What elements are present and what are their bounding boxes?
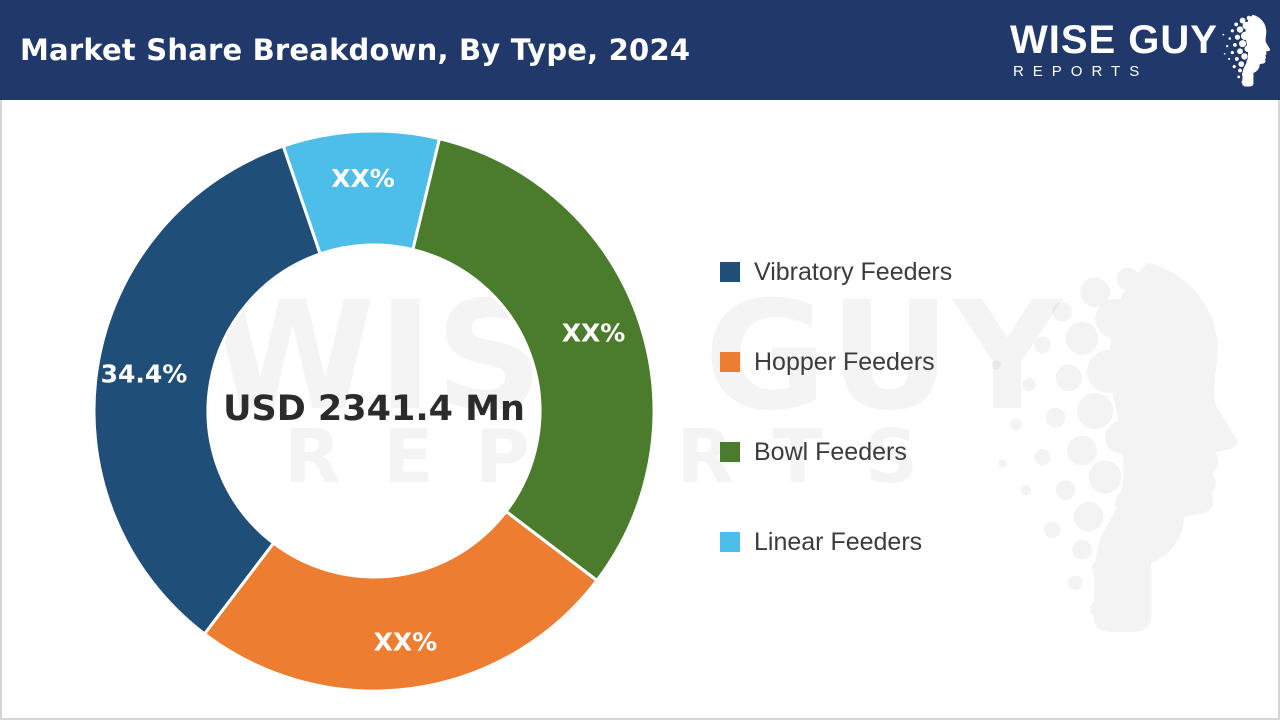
donut-chart: XX% XX% 34.4% XX% [92, 129, 656, 693]
logo-face-icon [1222, 14, 1271, 87]
logo-wordmark: WISE GUY [1009, 18, 1218, 62]
page-title: Market Share Breakdown, By Type, 2024 [20, 33, 691, 67]
legend-label: Bowl Feeders [754, 437, 907, 466]
legend-swatch [720, 352, 740, 372]
legend-label: Linear Feeders [754, 527, 923, 556]
donut-slice-bowl-feeders [411, 137, 656, 582]
donut-slice-linear-feeders [281, 129, 441, 256]
legend-item-bowl-feeders: Bowl Feeders [720, 438, 952, 466]
legend-label: Vibratory Feeders [754, 257, 953, 286]
logo-subtitle: REPORTS [1012, 63, 1149, 80]
legend: Vibratory Feeders Hopper Feeders Bowl Feed… [720, 258, 952, 618]
slice-label-vibratory-feeders: 34.4% [101, 360, 188, 389]
legend-item-hopper-feeders: Hopper Feeders [720, 348, 952, 376]
legend-item-linear-feeders: Linear Feeders [720, 528, 952, 556]
donut-slice-vibratory-feeders [92, 144, 322, 636]
legend-swatch [720, 262, 740, 282]
slice-label-linear-feeders: XX% [331, 164, 395, 193]
slice-label-hopper-feeders: XX% [374, 628, 438, 657]
chart-area: WISE GUY REPORTS XX%XX%34.4%XX% USD 2341… [0, 100, 1280, 720]
brand-logo: WISE GUY REPORTS [1010, 4, 1272, 96]
legend-swatch [720, 442, 740, 462]
donut-slice-hopper-feeders [203, 510, 599, 693]
donut-center-value: USD 2341.4 Mn [223, 389, 525, 429]
header: Market Share Breakdown, By Type, 2024 WI… [0, 0, 1280, 100]
legend-item-vibratory-feeders: Vibratory Feeders [720, 258, 952, 286]
slice-label-bowl-feeders: XX% [562, 319, 626, 348]
legend-label: Hopper Feeders [754, 347, 935, 376]
legend-swatch [720, 532, 740, 552]
